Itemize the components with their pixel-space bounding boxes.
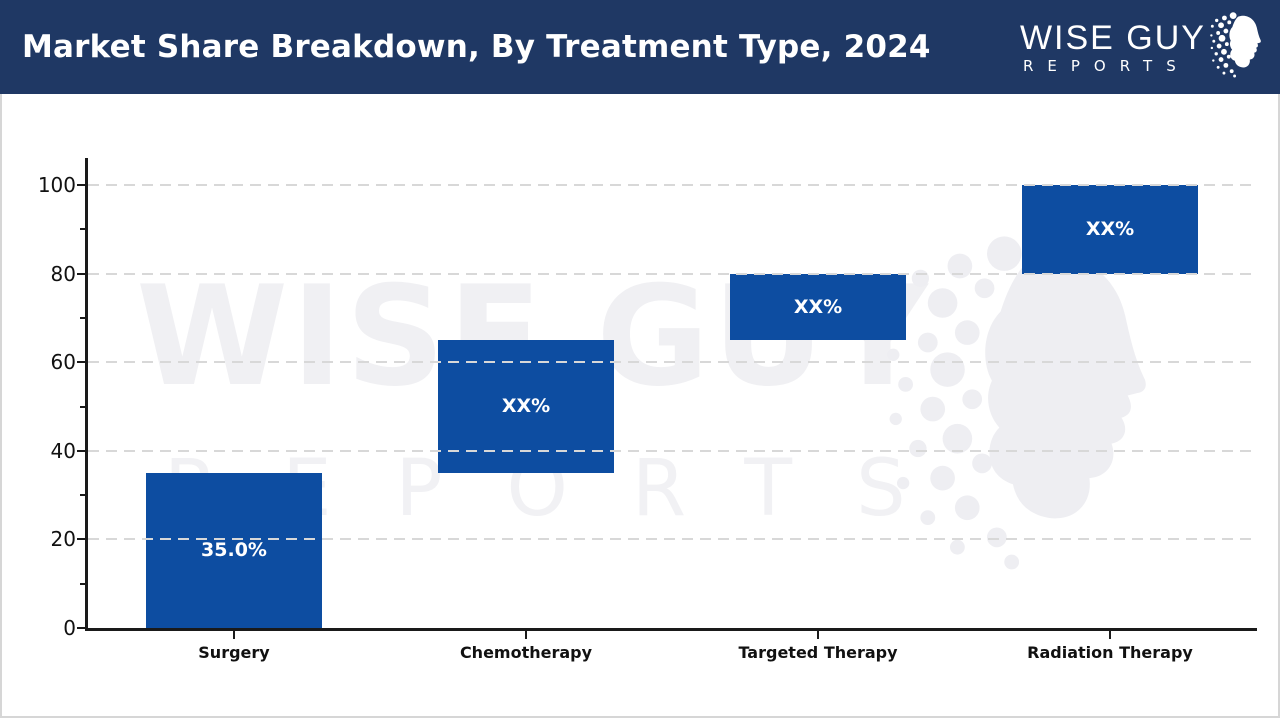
page-title: Market Share Breakdown, By Treatment Typ… [22, 29, 931, 65]
y-axis-tick [77, 449, 85, 452]
logo-face-icon [1210, 12, 1261, 78]
x-axis-tick [525, 631, 527, 639]
waterfall-bar: XX% [1022, 185, 1198, 274]
x-axis-tick [817, 631, 819, 639]
header-bar: Market Share Breakdown, By Treatment Typ… [0, 0, 1280, 94]
y-axis-minor-tick [80, 405, 85, 408]
gridline [88, 272, 1256, 275]
waterfall-bar: XX% [438, 340, 614, 473]
logo-subtext: REPORTS [1022, 56, 1190, 75]
y-axis-minor-tick [80, 316, 85, 319]
y-axis-tick-label: 100 [37, 173, 76, 197]
logo-wordmark: WISE GUY [1019, 18, 1206, 57]
bar-value-label: XX% [1085, 218, 1135, 241]
y-axis-tick [77, 184, 85, 186]
x-axis-category-label: Radiation Therapy [1027, 643, 1193, 662]
logo-text: WISE GUY REPORTS [1020, 21, 1206, 74]
y-axis-tick-label: 0 [63, 616, 76, 640]
gridline [88, 361, 1256, 364]
y-axis-minor-tick [80, 228, 85, 231]
bar-value-label: 35.0% [201, 539, 267, 562]
y-axis-tick [77, 361, 85, 364]
x-axis-tick [1109, 631, 1111, 639]
x-axis-line [85, 628, 1257, 631]
watermark-face-icon [887, 236, 1146, 570]
y-axis-tick-label: 40 [50, 438, 76, 463]
y-axis-tick-label: 20 [50, 527, 76, 552]
x-axis-category-label: Targeted Therapy [738, 643, 898, 662]
bar-value-label: XX% [501, 395, 551, 418]
y-axis-tick [77, 272, 85, 275]
plot-area: 0 20 40 60 80 100 35.0% Surgery XX% Chemotherapy X… [0, 94, 1280, 718]
y-axis-tick [77, 538, 85, 541]
x-axis-category-label: Surgery [198, 643, 270, 662]
y-axis-line [85, 158, 88, 631]
bar-value-label: XX% [793, 295, 843, 318]
gridline [88, 449, 1256, 452]
y-axis-tick [77, 627, 85, 629]
x-axis-category-label: Chemotherapy [459, 643, 593, 662]
y-axis-tick-label: 60 [50, 350, 76, 375]
y-axis-minor-tick [80, 494, 85, 497]
waterfall-bar: 35.0% [146, 472, 322, 628]
gridline [88, 184, 1256, 186]
y-axis-minor-tick [80, 582, 85, 585]
waterfall-bar: XX% [730, 273, 906, 341]
y-axis-tick-label: 80 [50, 261, 76, 286]
wise-guy-logo: WISE GUY REPORTS [1020, 10, 1266, 84]
x-axis-tick [233, 631, 235, 639]
gridline [88, 538, 1256, 541]
